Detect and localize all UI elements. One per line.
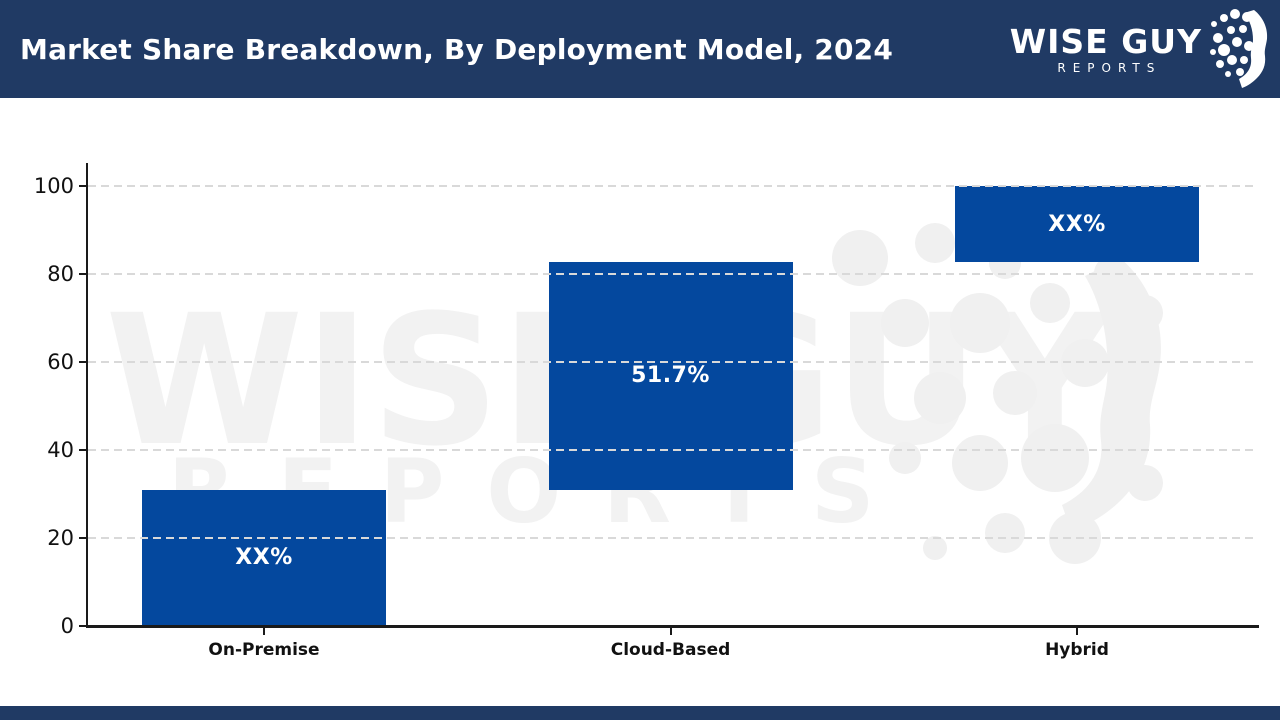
y-tick-mark bbox=[79, 185, 87, 187]
y-tick-mark bbox=[79, 625, 87, 627]
y-tick-mark bbox=[79, 273, 87, 275]
y-tick-label: 40 bbox=[47, 438, 74, 462]
gridline-80 bbox=[88, 273, 1258, 275]
bar-value-label: 51.7% bbox=[631, 363, 710, 389]
brand-logo: WISE GUY REPORTS bbox=[1010, 8, 1268, 92]
bar-hybrid: XX% bbox=[955, 186, 1199, 263]
y-tick-label: 80 bbox=[47, 262, 74, 286]
logo-reports-text: REPORTS bbox=[1057, 61, 1162, 75]
gridline-100 bbox=[88, 185, 1258, 187]
y-tick-label: 20 bbox=[47, 526, 74, 550]
footer-bar bbox=[0, 706, 1280, 720]
y-tick-mark bbox=[79, 361, 87, 363]
header-bar: Market Share Breakdown, By Deployment Mo… bbox=[0, 0, 1280, 98]
x-tick-label-hybrid: Hybrid bbox=[1045, 640, 1109, 660]
gridline-20 bbox=[88, 537, 1258, 539]
logo-wiseguy-text: WISE GUY bbox=[1009, 22, 1202, 61]
page-title: Market Share Breakdown, By Deployment Mo… bbox=[20, 32, 894, 66]
y-tick-mark bbox=[79, 537, 87, 539]
gridline-60 bbox=[88, 361, 1258, 363]
y-tick-label: 0 bbox=[60, 614, 74, 638]
bar-on-premise: XX% bbox=[142, 489, 386, 626]
x-tick-label-on-premise: On-Premise bbox=[208, 640, 320, 660]
y-tick-mark bbox=[79, 449, 87, 451]
y-tick-label: 100 bbox=[33, 174, 74, 198]
bar-value-label: XX% bbox=[1048, 211, 1106, 237]
x-tick-mark bbox=[263, 628, 265, 635]
x-tick-mark bbox=[1076, 628, 1078, 635]
y-tick-label: 60 bbox=[47, 350, 74, 374]
y-axis-line bbox=[86, 163, 88, 628]
x-tick-mark bbox=[669, 628, 672, 635]
gridline-40 bbox=[88, 449, 1258, 451]
x-axis-line bbox=[86, 625, 1259, 628]
logo-face-icon bbox=[1210, 9, 1268, 88]
bar-cloud-based: 51.7% bbox=[548, 262, 793, 490]
bar-value-label: XX% bbox=[235, 545, 293, 571]
x-tick-label-cloud-based: Cloud-Based bbox=[610, 640, 731, 660]
brand-logo-text: WISE GUY REPORTS bbox=[1010, 25, 1202, 75]
